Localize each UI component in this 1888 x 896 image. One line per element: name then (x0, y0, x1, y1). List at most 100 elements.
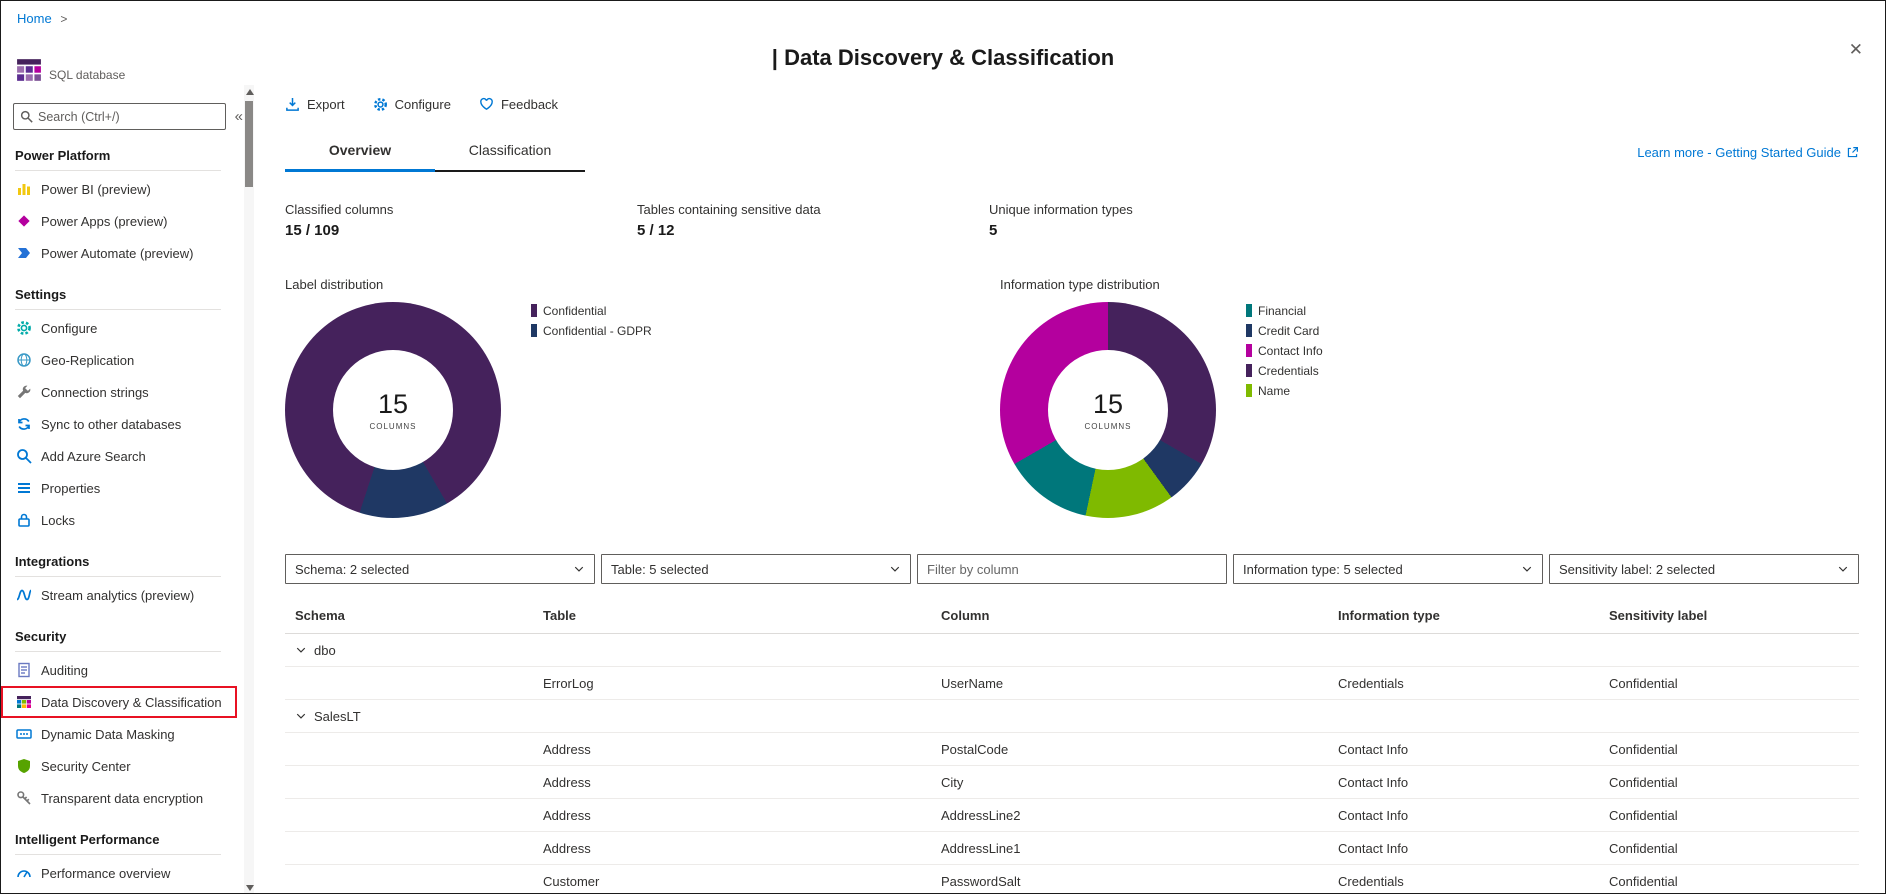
stat-tables-containing-sensitive-data: Tables containing sensitive data 5 / 12 (637, 202, 989, 239)
download-icon (285, 97, 300, 112)
legend-item-name: Name (1246, 384, 1323, 398)
legend-label: Confidential (543, 304, 607, 318)
table-row[interactable]: ErrorLog UserName Credentials Confidential (285, 667, 1859, 700)
sidebar-item-configure[interactable]: Configure (1, 312, 237, 344)
main-content: Export Configure Feedback Overview Class… (257, 85, 1885, 893)
sidebar-item-connection-strings[interactable]: Connection strings (1, 376, 237, 408)
stream-icon (16, 587, 32, 603)
stat-value: 15 / 109 (285, 222, 340, 239)
sensitivity-label-filter-dropdown[interactable]: Sensitivity label: 2 selected (1549, 554, 1859, 584)
stat-classified-columns: Classified columns 15 / 109 (285, 202, 637, 239)
sidebar-item-properties[interactable]: Properties (1, 472, 237, 504)
legend-label: Credit Card (1258, 324, 1320, 338)
cell-table: Address (543, 840, 591, 856)
table-row[interactable]: Address City Contact Info Confidential (285, 766, 1859, 799)
chevron-down-icon (1837, 563, 1849, 575)
sidebar-item-label: Transparent data encryption (41, 790, 204, 806)
schema-group-dbo[interactable]: dbo (285, 634, 1859, 667)
sidebar-item-label: Configure (41, 320, 98, 336)
gear-icon (373, 97, 388, 112)
feedback-button[interactable]: Feedback (479, 97, 558, 112)
table-row[interactable]: Address AddressLine1 Contact Info Confident… (285, 832, 1859, 865)
legend-marker (531, 324, 537, 337)
scrollbar-down-icon[interactable] (246, 885, 254, 891)
cell-column: AddressLine2 (941, 807, 1021, 823)
chart-legend: Financial Credit Card Contact Info Credenti… (1246, 302, 1323, 518)
information-type-filter-dropdown[interactable]: Information type: 5 selected (1233, 554, 1543, 584)
sidebar-item-dynamic-data-masking[interactable]: Dynamic Data Masking (1, 718, 237, 750)
cell-information-type: Contact Info (1338, 807, 1409, 823)
sidebar-section-intelligent-performance: Intelligent Performance Performance overv… (1, 827, 257, 893)
sidebar-item-add-azure-search[interactable]: Add Azure Search (1, 440, 237, 472)
scrollbar-track[interactable] (244, 85, 254, 893)
export-label: Export (307, 97, 345, 112)
chevron-down-icon (573, 563, 585, 575)
gear-icon (16, 320, 32, 336)
configure-label: Configure (394, 97, 451, 112)
sidebar-section-title: Settings (15, 282, 221, 310)
sidebar-item-power-automate-preview[interactable]: Power Automate (preview) (1, 237, 237, 269)
sidebar-item-security-center[interactable]: Security Center (1, 750, 237, 782)
close-icon[interactable]: ✕ (1848, 40, 1863, 59)
donut-center-value: 15 (377, 389, 409, 419)
table-row[interactable]: Customer PasswordSalt Credentials Confident… (285, 865, 1859, 893)
sidebar-item-performance-recommendations[interactable]: Performance recommendations (1, 889, 237, 893)
table-filter-dropdown[interactable]: Table: 5 selected (601, 554, 911, 584)
export-button[interactable]: Export (285, 97, 345, 112)
sidebar-item-auditing[interactable]: Auditing (1, 654, 237, 686)
sidebar-item-sync-to-other-databases[interactable]: Sync to other databases (1, 408, 237, 440)
globe-icon (16, 352, 32, 368)
legend-marker (531, 304, 537, 317)
column-header-sensitivity-label: Sensitivity label (1609, 608, 1708, 623)
configure-button[interactable]: Configure (373, 97, 451, 112)
cell-table: Customer (543, 873, 600, 889)
legend-item-contact-info: Contact Info (1246, 344, 1323, 358)
column-header-information-type: Information type (1338, 608, 1440, 623)
sidebar-item-label: Dynamic Data Masking (41, 726, 175, 742)
schema-filter-dropdown[interactable]: Schema: 2 selected (285, 554, 595, 584)
sidebar-section-integrations: Integrations Stream analytics (preview) (1, 549, 257, 611)
charts-area: Label distribution 15 COLUMNS Confidenti… (285, 277, 1859, 518)
sidebar-section-security: Security Auditing Data Discovery & Classif… (1, 624, 257, 814)
table-filter-value: Table: 5 selected (611, 561, 709, 577)
sidebar-item-data-discovery-classification[interactable]: Data Discovery & Classification (1, 686, 237, 718)
information-type-filter-value: Information type: 5 selected (1243, 561, 1403, 577)
column-filter-input[interactable] (917, 554, 1227, 584)
column-header-schema: Schema (295, 608, 345, 623)
sidebar-collapse-button[interactable]: « (234, 108, 243, 125)
sidebar-item-performance-overview[interactable]: Performance overview (1, 857, 237, 889)
donut-center: 15 COLUMNS (333, 350, 453, 470)
learn-more-link[interactable]: Learn more - Getting Started Guide (1637, 145, 1859, 160)
sidebar-item-label: Stream analytics (preview) (41, 587, 195, 603)
sidebar-item-power-bi-preview[interactable]: Power BI (preview) (1, 173, 237, 205)
sidebar-item-locks[interactable]: Locks (1, 504, 237, 536)
sidebar-item-power-apps-preview[interactable]: Power Apps (preview) (1, 205, 237, 237)
schema-name: dbo (314, 642, 336, 658)
tab-overview[interactable]: Overview (285, 132, 435, 172)
breadcrumb-separator: > (60, 12, 68, 26)
table-row[interactable]: Address AddressLine2 Contact Info Confident… (285, 799, 1859, 832)
sidebar-item-label: Data Discovery & Classification (41, 694, 222, 710)
learn-more-label: Learn more - Getting Started Guide (1637, 144, 1841, 160)
sidebar-item-geo-replication[interactable]: Geo-Replication (1, 344, 237, 376)
cell-information-type: Contact Info (1338, 774, 1409, 790)
sidebar-section-title: Integrations (15, 549, 221, 577)
breadcrumb-home-link[interactable]: Home (17, 11, 52, 26)
sidebar-search-input[interactable] (38, 109, 219, 124)
sidebar-scrollbar[interactable] (244, 85, 254, 893)
table-row[interactable]: Address PostalCode Contact Info Confidentia… (285, 733, 1859, 766)
sidebar-item-transparent-data-encryption[interactable]: Transparent data encryption (1, 782, 237, 814)
sidebar-item-label: Security Center (41, 758, 131, 774)
scrollbar-thumb[interactable] (245, 101, 253, 187)
sidebar-search-box (13, 103, 226, 130)
legend-marker (1246, 324, 1252, 337)
scrollbar-up-icon[interactable] (246, 89, 254, 95)
sidebar-item-stream-analytics-preview[interactable]: Stream analytics (preview) (1, 579, 237, 611)
legend-marker (1246, 364, 1252, 377)
donut-chart: 15 COLUMNS (1000, 302, 1216, 518)
classification-table: Schema Table Column Information type Sen… (285, 598, 1859, 893)
schema-group-saleslt[interactable]: SalesLT (285, 700, 1859, 733)
tab-classification[interactable]: Classification (435, 132, 585, 172)
